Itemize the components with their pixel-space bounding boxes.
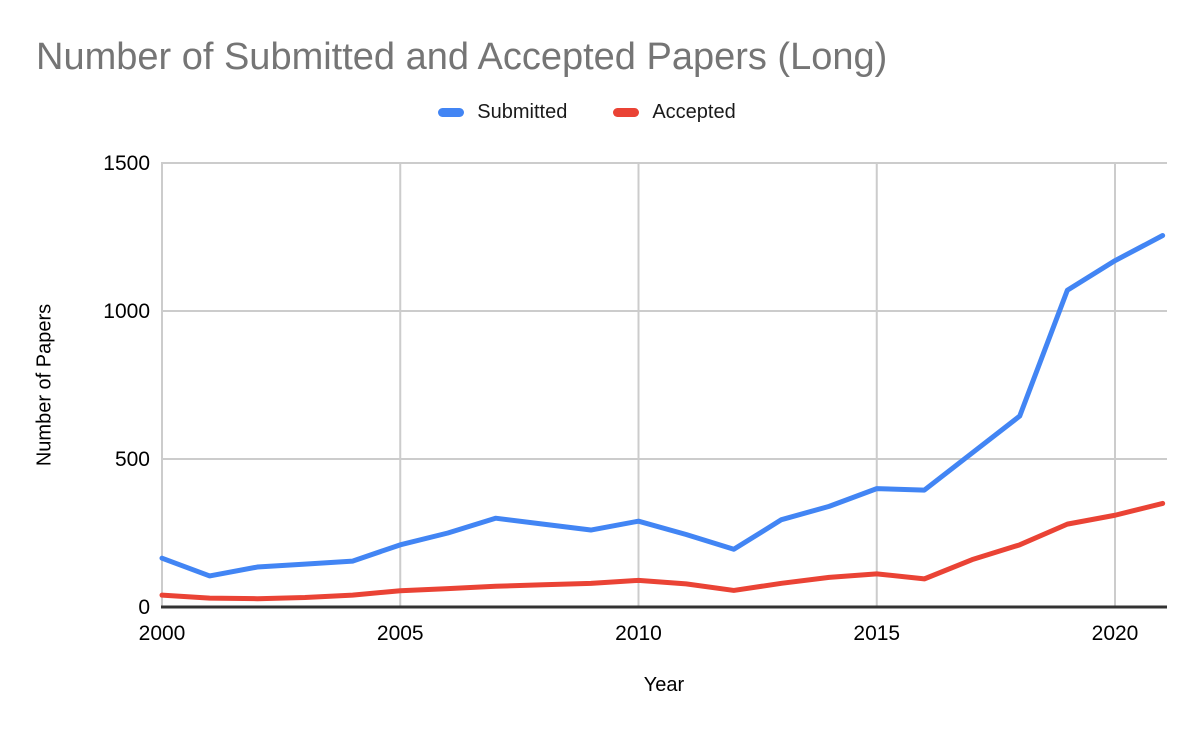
x-tick-label: 2015 [853, 622, 900, 645]
legend-label-submitted: Submitted [477, 101, 568, 123]
y-tick-label: 0 [138, 596, 150, 619]
y-tick-label: 1500 [103, 152, 150, 175]
submitted-line [159, 233, 1166, 579]
legend-item-submitted: Submitted [438, 101, 567, 124]
x-tick-label: 2020 [1092, 622, 1139, 645]
y-axis-title: Number of Papers [33, 303, 56, 467]
x-tick-label: 2000 [139, 622, 186, 645]
y-tick-label: 1000 [103, 300, 150, 323]
legend-label-accepted: Accepted [652, 101, 736, 123]
submitted-series-swatch-icon [438, 108, 465, 117]
chart-title: Number of Submitted and Accepted Papers … [36, 36, 888, 78]
y-tick-label: 500 [115, 448, 150, 471]
legend-item-accepted: Accepted [613, 101, 736, 124]
accepted-series-swatch-icon [613, 108, 640, 117]
legend: Submitted Accepted [0, 101, 1187, 124]
x-axis-title: Year [643, 674, 685, 696]
x-tick-label: 2010 [615, 622, 662, 645]
x-tick-label: 2005 [377, 622, 424, 645]
accepted-line [159, 500, 1166, 602]
